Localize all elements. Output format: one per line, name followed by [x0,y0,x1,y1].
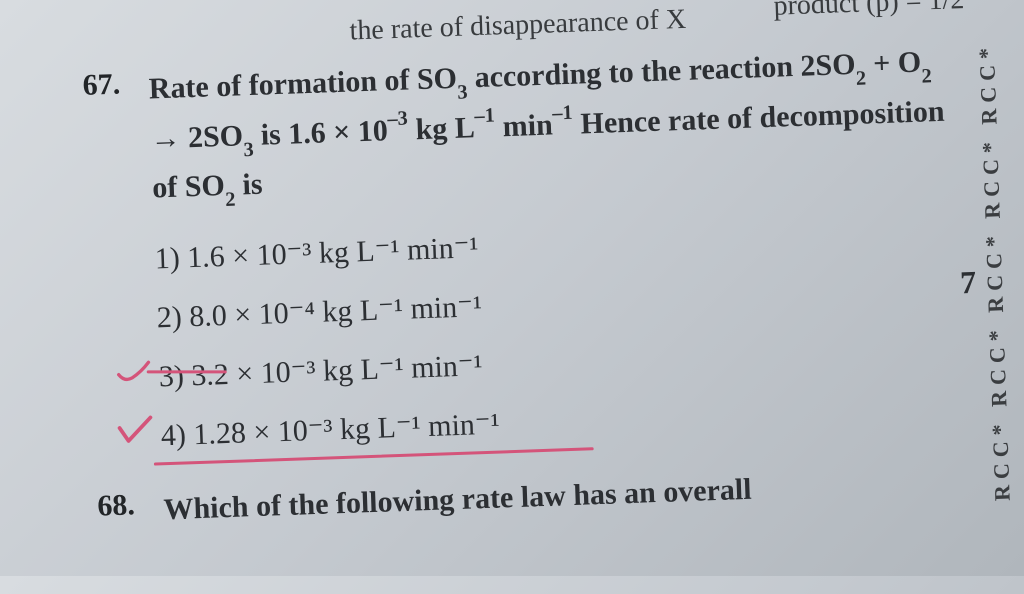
curve-mark-icon [114,353,153,388]
checkmark-icon [116,412,155,447]
text-fragment: min [495,108,554,143]
question-number: 67. [82,67,135,103]
question-header: 67. Rate of formation of SO3 according t… [82,38,961,217]
answer-options: 1) 1.6 × 10⁻³ kg L⁻¹ min⁻¹ 2) 8.0 × 10⁻⁴… [154,201,970,465]
text-fragment: according to the reaction 2SO [467,48,856,95]
text-fragment: is 1.6 × 10 [253,114,389,152]
subscript: 2 [856,68,867,90]
option-text: 4) 1.28 × 10⁻³ kg L⁻¹ min⁻¹ [160,407,500,452]
subscript: 3 [457,81,468,103]
subscript: 2 [225,189,236,211]
text-fragment: Rate of formation of SO [148,62,457,106]
question-number: 68. [97,488,150,524]
text-fragment: → 2SO [150,119,244,155]
question-68: 68. Which of the following rate law has … [97,459,972,536]
question-67: 67. Rate of formation of SO3 according t… [82,38,969,467]
text-fragment: kg L [408,111,476,146]
question-text: Rate of formation of SO3 according to th… [148,38,961,215]
question-header: 68. Which of the following rate law has … [97,459,972,536]
superscript: –1 [474,104,495,127]
text-fragment: is [234,168,263,202]
textbook-page: product (p) = 1/2 the rate of disappeara… [0,0,1024,567]
subscript: 2 [921,65,932,87]
strikethrough-annotation [147,370,227,373]
question-text: Which of the following rate law has an o… [163,459,972,534]
superscript: –1 [552,101,573,124]
text-fragment: + O [865,46,922,81]
subscript: 3 [243,139,254,161]
page-side-number: 7 [959,264,976,302]
superscript: –3 [387,107,408,130]
